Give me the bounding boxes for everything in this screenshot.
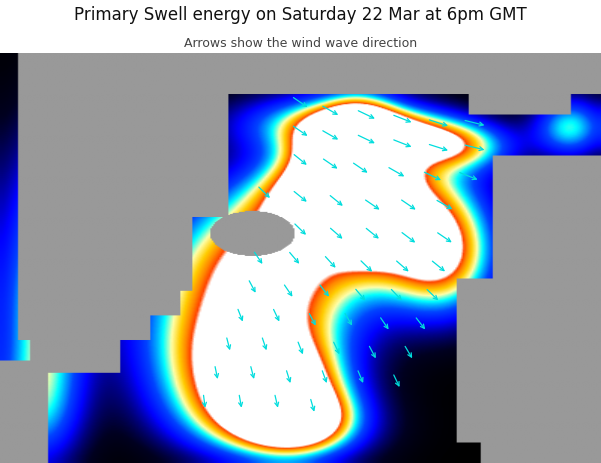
Text: Arrows show the wind wave direction: Arrows show the wind wave direction bbox=[184, 37, 417, 50]
Text: Primary Swell energy on Saturday 22 Mar at 6pm GMT: Primary Swell energy on Saturday 22 Mar … bbox=[74, 6, 527, 24]
